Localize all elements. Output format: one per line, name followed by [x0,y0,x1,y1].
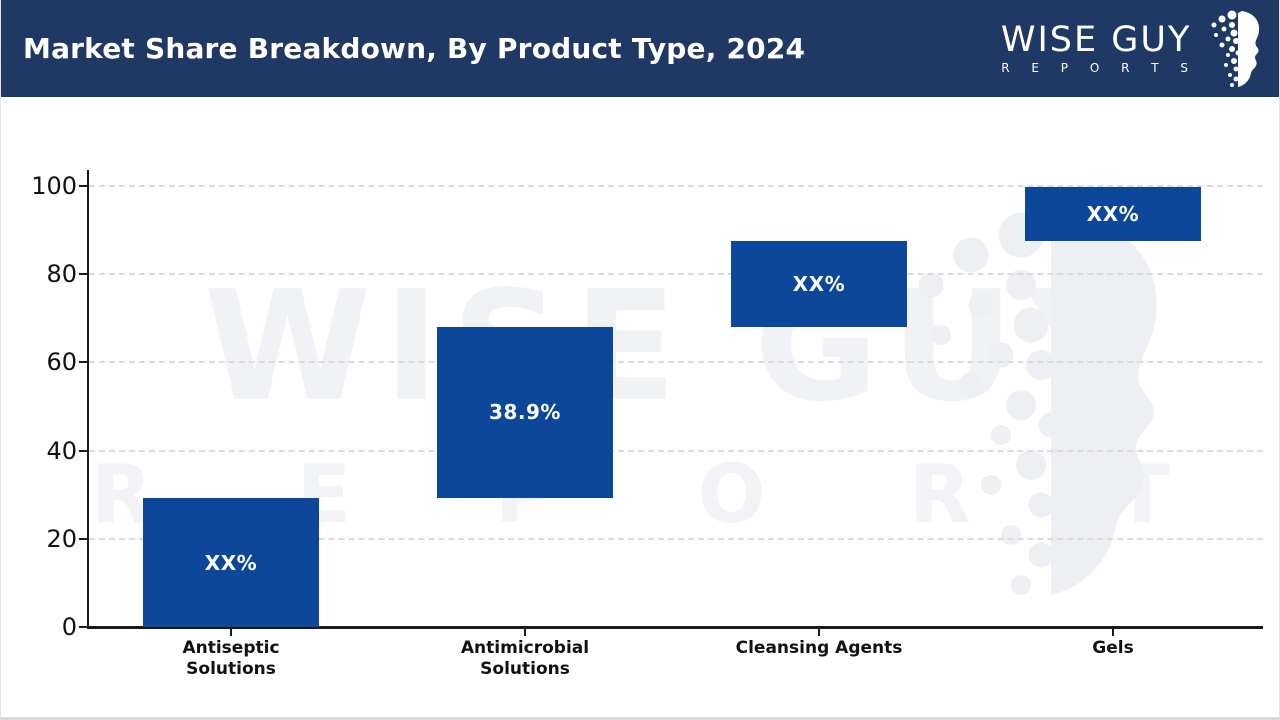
x-tick-3 [1112,629,1114,636]
gridline-100 [89,185,1263,187]
y-tick-label-80: 80 [46,260,77,289]
gridline-20 [89,537,1263,540]
x-tick-0 [230,629,232,636]
gridline-60 [89,361,1263,364]
brand-logo: WISE GUY R E P O R T S [995,9,1263,89]
y-tick-label-20: 20 [46,524,77,553]
brand-subtitle: R E P O R T S [1001,60,1197,75]
y-tick-label-40: 40 [46,436,77,465]
x-tick-2 [818,629,820,636]
bar-value-label: 38.9% [489,400,561,425]
bar-cleansing-agents: XX% [731,241,907,327]
y-tick-100 [79,185,89,187]
brand-face-icon [1211,10,1260,87]
bar-antimicrobial-solutions: 38.9% [437,326,613,499]
y-tick-20 [79,537,89,540]
x-axis-line [87,626,1263,629]
brand-name: WISE GUY [1000,19,1192,60]
y-tick-0 [79,626,89,628]
x-category-label-0: Antiseptic Solutions [182,638,280,679]
y-tick-label-60: 60 [46,348,77,377]
x-tick-1 [524,629,526,636]
x-category-label-1: Antimicrobial Solutions [460,638,590,679]
bar-value-label: XX% [204,550,258,575]
brand-logo-text: WISE GUY R E P O R T S [995,22,1197,76]
gridline-40 [89,449,1263,452]
y-tick-60 [79,361,89,364]
bar-gels: XX% [1025,186,1201,242]
y-axis-line [87,170,89,629]
header: Market Share Breakdown, By Product Type,… [1,0,1279,97]
y-tick-label-0: 0 [61,613,77,641]
y-tick-80 [79,273,89,276]
gridline-80 [89,273,1263,276]
bar-antiseptic-solutions: XX% [143,498,319,627]
x-category-label-3: Gels [1092,638,1134,658]
y-tick-40 [79,449,89,452]
bar-value-label: XX% [792,271,846,296]
chart-title: Market Share Breakdown, By Product Type,… [23,32,806,65]
y-tick-label-100: 100 [31,172,77,200]
x-category-label-2: Cleansing Agents [735,638,903,658]
bar-value-label: XX% [1086,201,1140,226]
